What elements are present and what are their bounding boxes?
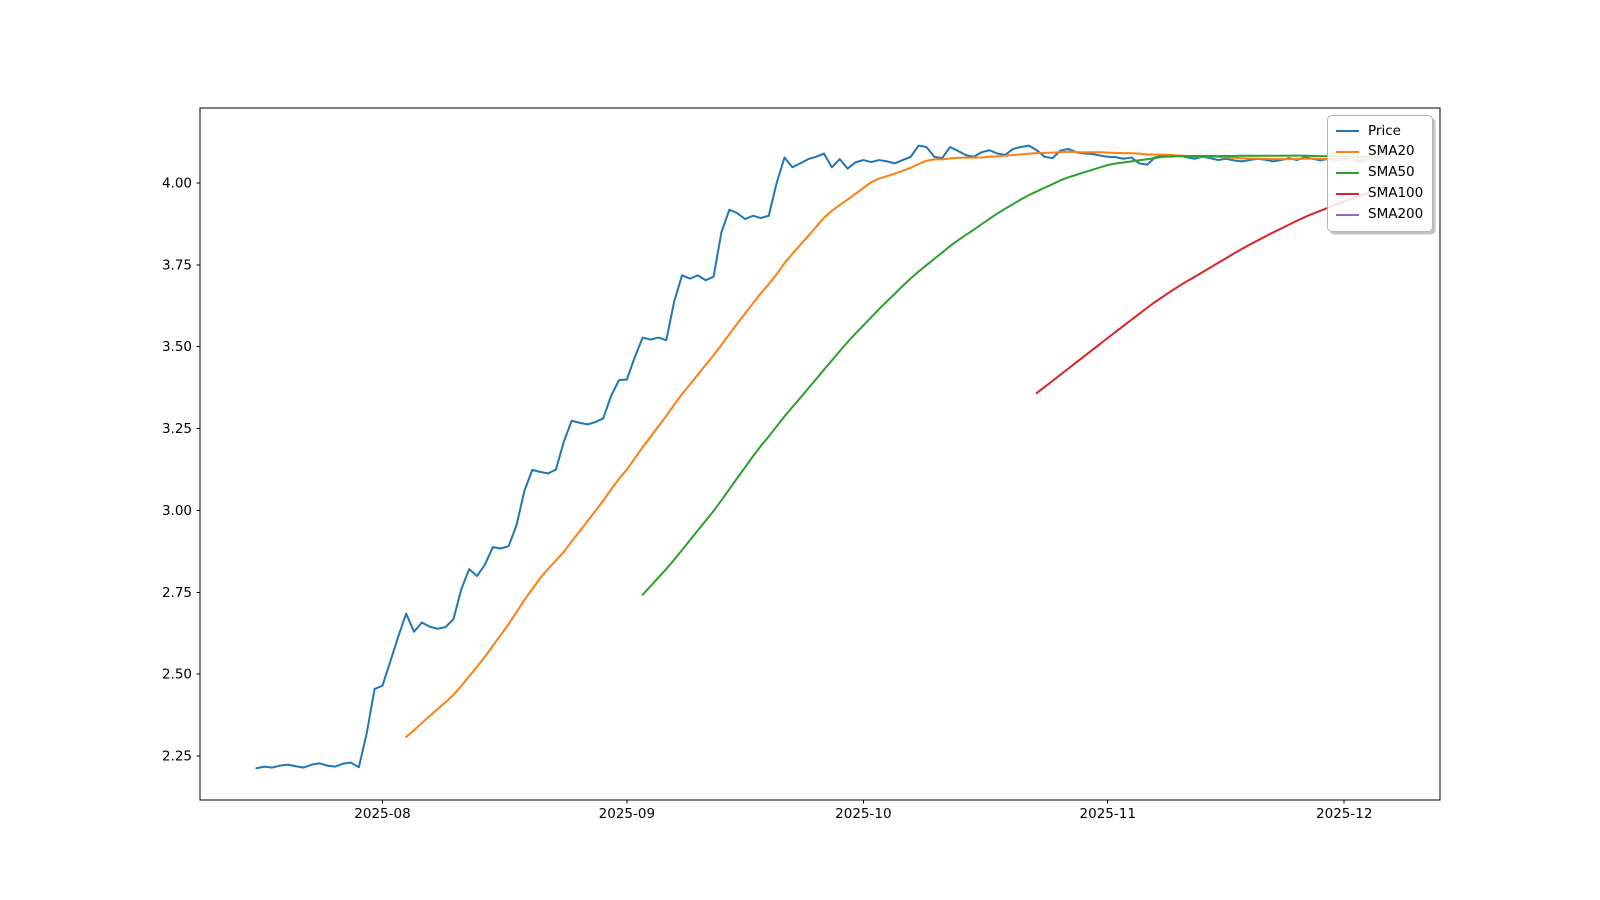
- legend-item-price: Price: [1336, 121, 1424, 142]
- plot-area: [199, 107, 1441, 801]
- legend-item-sma50: SMA50: [1336, 163, 1424, 184]
- legend-label: SMA100: [1368, 185, 1424, 202]
- legend-item-sma20: SMA20: [1336, 142, 1424, 163]
- legend: Price SMA20 SMA50 SMA100 SMA200: [1327, 115, 1433, 232]
- legend-line-swatch: [1336, 192, 1359, 195]
- y-tick-label: 4.00: [162, 175, 192, 191]
- y-tick-label: 2.25: [162, 749, 192, 765]
- legend-item-sma100: SMA100: [1336, 183, 1424, 204]
- legend-label: Price: [1368, 122, 1401, 139]
- legend-line-swatch: [1336, 171, 1359, 174]
- x-tick-label: 2025-09: [599, 806, 655, 822]
- y-tick-label: 2.50: [162, 667, 192, 683]
- sma100-line: [1035, 186, 1385, 395]
- y-tick-label: 2.75: [162, 585, 192, 601]
- sma20-line: [405, 150, 1385, 738]
- y-tick-label: 3.50: [162, 339, 192, 355]
- y-tick-label: 3.00: [162, 503, 192, 519]
- x-tick-label: 2025-10: [835, 806, 891, 822]
- legend-line-swatch: [1336, 151, 1359, 154]
- x-tick-label: 2025-08: [354, 806, 410, 822]
- price-line: [255, 142, 1385, 770]
- legend-line-swatch: [1336, 213, 1359, 216]
- x-tick-label: 2025-12: [1316, 806, 1372, 822]
- sma50-line: [641, 154, 1385, 596]
- legend-item-sma200: SMA200: [1336, 204, 1424, 225]
- legend-label: SMA50: [1368, 164, 1415, 181]
- legend-label: SMA20: [1368, 143, 1415, 160]
- legend-line-swatch: [1336, 130, 1359, 133]
- x-tick-label: 2025-11: [1080, 806, 1136, 822]
- y-tick-label: 3.25: [162, 421, 192, 437]
- legend-label: SMA200: [1368, 205, 1424, 222]
- y-tick-label: 3.75: [162, 257, 192, 273]
